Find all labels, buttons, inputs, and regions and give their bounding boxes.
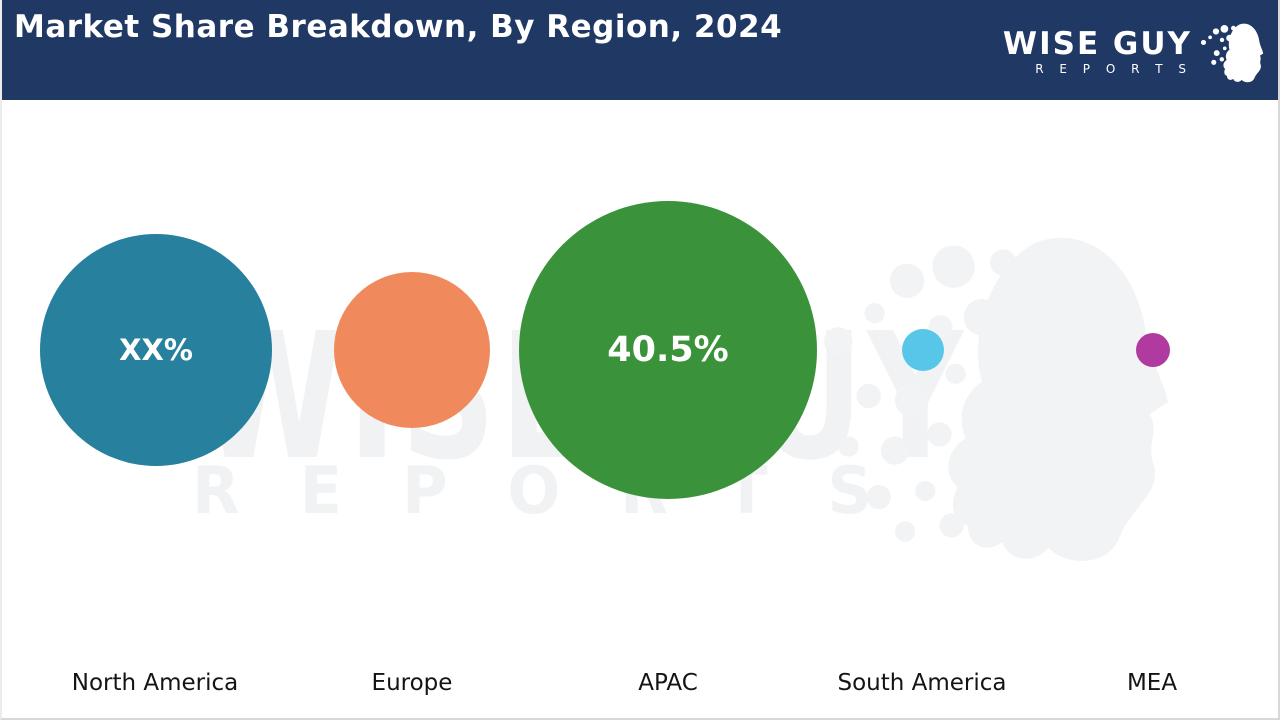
category-label-europe: Europe <box>371 670 453 696</box>
bubble-north-america: XX% <box>40 234 272 466</box>
page-title: Market Share Breakdown, By Region, 2024 <box>14 9 783 45</box>
category-label-north-america: North America <box>71 670 239 696</box>
bubble-mea <box>1136 333 1170 367</box>
bubble-value-label: 40.5% <box>607 330 729 370</box>
logo-wordmark: WISE GUY <box>1002 25 1192 62</box>
watermark-face-icon <box>824 237 1168 561</box>
header-bar: Market Share Breakdown, By Region, 2024 … <box>2 0 1278 100</box>
category-label-apac: APAC <box>638 670 698 696</box>
logo-reports-label: R E P O R T S <box>1035 62 1192 77</box>
bubble-apac: 40.5% <box>519 201 817 499</box>
bubble-south-america <box>902 329 944 371</box>
category-label-mea: MEA <box>1126 670 1178 696</box>
logo-text-block: WISE GUY R E P O R T S <box>1003 28 1192 77</box>
bubble-value-label: XX% <box>119 333 193 367</box>
category-label-south-america: South America <box>837 670 1007 696</box>
bubble-europe <box>334 272 490 428</box>
logo-face-icon <box>1200 23 1264 83</box>
brand-logo: WISE GUY R E P O R T S <box>1003 14 1264 90</box>
